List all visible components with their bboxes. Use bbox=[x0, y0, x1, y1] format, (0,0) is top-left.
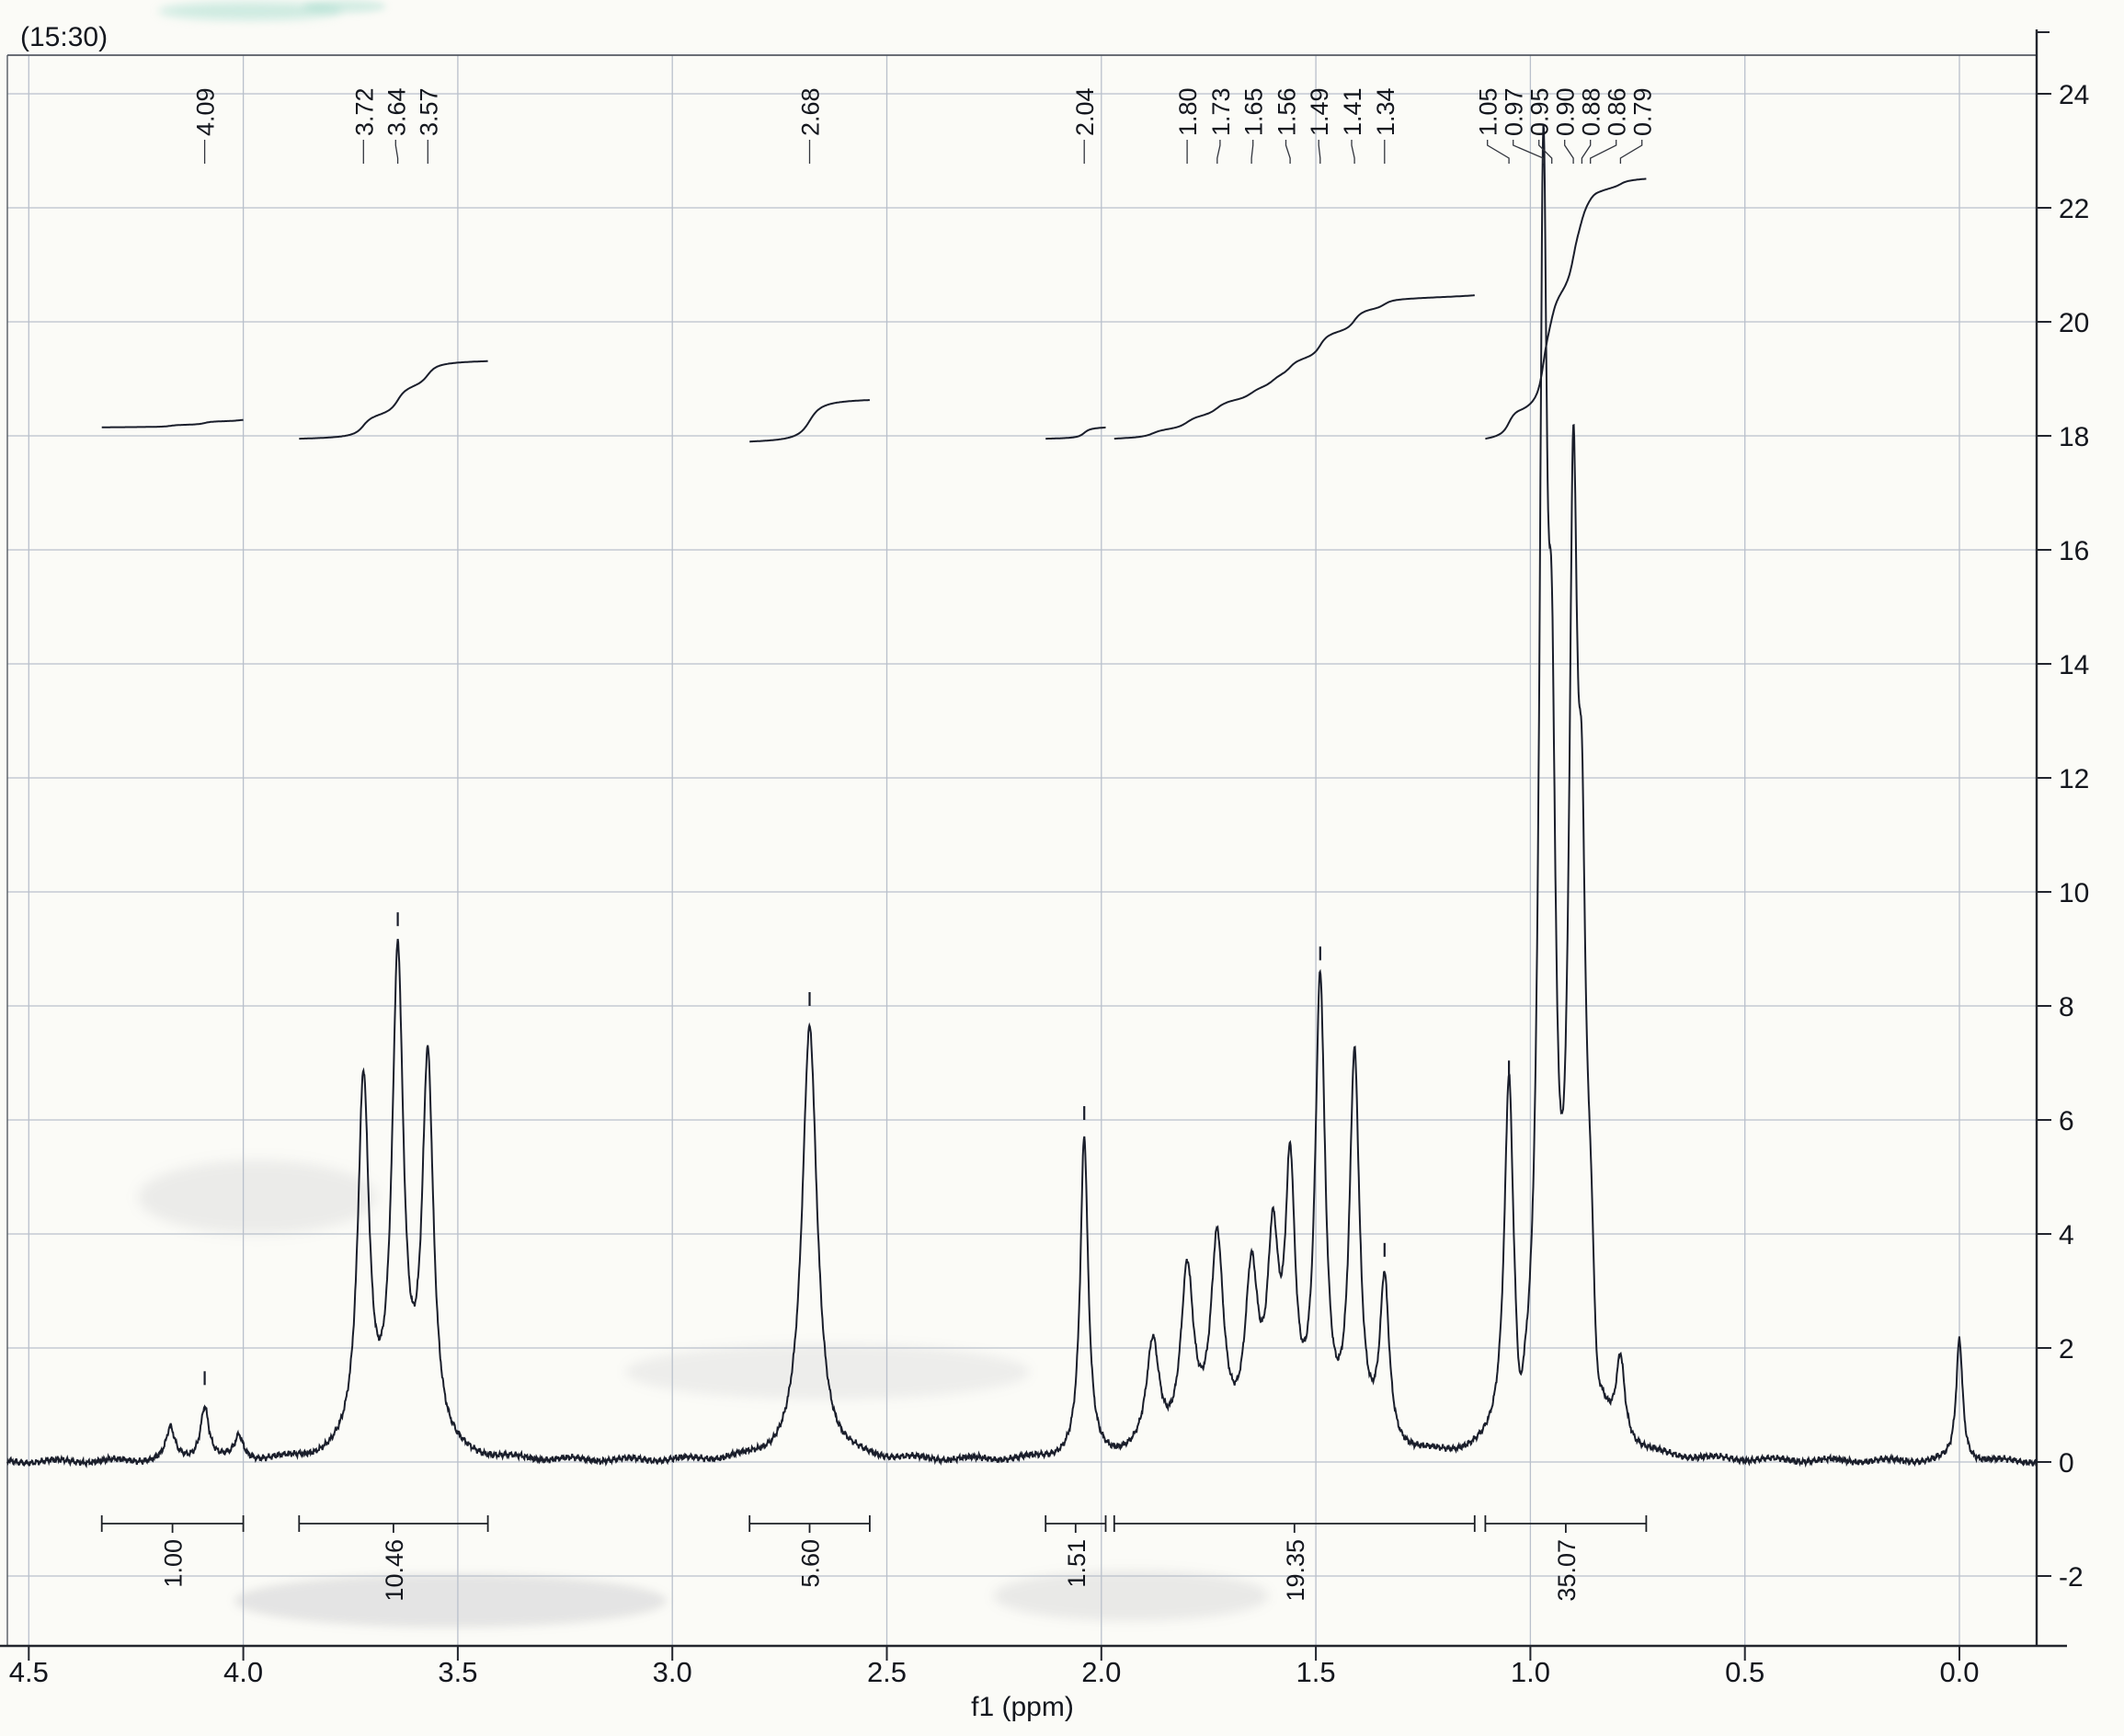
peak-label-connector bbox=[394, 140, 399, 164]
integral-curve bbox=[299, 360, 488, 440]
y-tick-label: 18 bbox=[2059, 422, 2089, 452]
integral-value: 1.00 bbox=[160, 1539, 188, 1588]
integral-value: 1.51 bbox=[1063, 1539, 1091, 1588]
y-tick-label: -2 bbox=[2059, 1562, 2084, 1593]
peak-labels-layer: 4.09 3.72 3.64 3.57 2.68 2.04 1.80 1.73 1.65 1.56… bbox=[192, 87, 1657, 1386]
y-tick-label: 6 bbox=[2059, 1106, 2074, 1136]
peak-label: 3.72 bbox=[350, 87, 378, 136]
peak-label: 1.05 bbox=[1475, 87, 1502, 136]
y-tick-label: 4 bbox=[2059, 1220, 2074, 1251]
x-tick-label: 4.5 bbox=[9, 1656, 49, 1688]
integral-value: 19.35 bbox=[1282, 1539, 1309, 1602]
x-tick-label: 0.0 bbox=[1939, 1656, 1979, 1688]
peak-label: 1.73 bbox=[1207, 87, 1235, 136]
y-tick-label: 16 bbox=[2059, 536, 2089, 566]
peak-label: 0.88 bbox=[1578, 87, 1605, 136]
peak-label-connector bbox=[1564, 140, 1574, 164]
integral-value: 10.46 bbox=[381, 1539, 408, 1602]
integral-curves-layer: 1.00 10.46 5.60 1.51 19.35 35.07 bbox=[100, 177, 1648, 1602]
peak-label: 3.57 bbox=[415, 87, 442, 136]
integral-curve bbox=[101, 418, 244, 428]
integral-value: 35.07 bbox=[1553, 1539, 1581, 1602]
peak-label-connector bbox=[1487, 140, 1510, 164]
y-tick-label: 0 bbox=[2059, 1448, 2074, 1479]
peak-label-connector bbox=[1513, 140, 1545, 164]
peak-label: 1.80 bbox=[1174, 87, 1202, 136]
y-tick-label: 2 bbox=[2059, 1334, 2074, 1365]
peak-label: 4.09 bbox=[192, 87, 220, 136]
integral-value: 5.60 bbox=[797, 1539, 825, 1588]
y-tick-label: 20 bbox=[2059, 308, 2089, 338]
peak-label: 1.41 bbox=[1339, 87, 1366, 136]
y-tick-label: 8 bbox=[2059, 992, 2074, 1022]
peak-label: 2.68 bbox=[797, 87, 825, 136]
y-tick-label: 14 bbox=[2059, 650, 2089, 680]
x-tick-label: 1.0 bbox=[1511, 1656, 1550, 1688]
peak-label: 1.49 bbox=[1306, 87, 1333, 136]
x-axis-title: f1 (ppm) bbox=[971, 1692, 1074, 1722]
peak-label-connector bbox=[1538, 140, 1553, 164]
x-tick-label: 0.5 bbox=[1725, 1656, 1764, 1688]
peak-label: 2.04 bbox=[1071, 87, 1099, 136]
integral-curve bbox=[1113, 294, 1475, 440]
peak-label-connector bbox=[1250, 140, 1254, 164]
x-tick-label: 3.5 bbox=[438, 1656, 477, 1688]
peak-label: 0.95 bbox=[1526, 87, 1554, 136]
peak-label: 0.90 bbox=[1552, 87, 1580, 136]
x-tick-label: 4.0 bbox=[223, 1656, 263, 1688]
peak-label: 1.34 bbox=[1372, 87, 1399, 136]
y-tick-label: 10 bbox=[2059, 878, 2089, 908]
y-tick-label: 24 bbox=[2059, 80, 2089, 110]
x-tick-label: 2.0 bbox=[1081, 1656, 1121, 1688]
peak-label-connector bbox=[1318, 140, 1321, 164]
integral-curve bbox=[1045, 426, 1106, 440]
peak-label: 1.65 bbox=[1240, 87, 1268, 136]
y-tick-label: 12 bbox=[2059, 764, 2089, 794]
peak-label-connector bbox=[1285, 140, 1291, 164]
integral-curve bbox=[1485, 177, 1647, 440]
peak-label: 1.56 bbox=[1273, 87, 1301, 136]
peak-label-connector bbox=[1351, 140, 1355, 164]
x-tick-label: 2.5 bbox=[867, 1656, 907, 1688]
peak-label-connector bbox=[1619, 140, 1643, 164]
peak-label: 0.86 bbox=[1604, 87, 1631, 136]
peak-label-connector bbox=[1581, 140, 1592, 164]
x-tick-label: 1.5 bbox=[1296, 1656, 1336, 1688]
spectrum-trace bbox=[6, 124, 2038, 1469]
peak-label: 0.97 bbox=[1501, 87, 1528, 136]
timestamp: (15:30) bbox=[20, 22, 108, 52]
peak-label: 3.64 bbox=[383, 87, 410, 136]
peak-label-connector bbox=[1216, 140, 1221, 164]
x-tick-label: 3.0 bbox=[653, 1656, 692, 1688]
integral-curve bbox=[749, 399, 870, 443]
peak-label: 0.79 bbox=[1629, 87, 1657, 136]
peak-label-connector bbox=[1590, 140, 1617, 164]
spectrum-trace-layer bbox=[6, 124, 2038, 1469]
grid-layer bbox=[7, 55, 2037, 1646]
y-tick-label: 22 bbox=[2059, 194, 2089, 224]
